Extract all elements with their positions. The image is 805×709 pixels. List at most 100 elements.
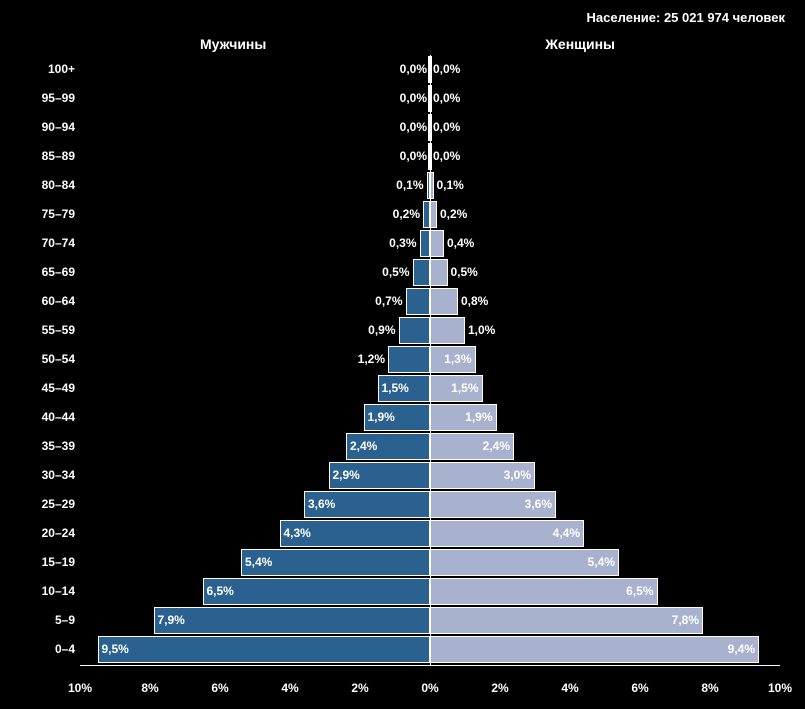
male-value: 2,9% [333, 461, 360, 490]
age-label: 95–99 [20, 84, 75, 113]
age-label: 80–84 [20, 171, 75, 200]
female-value: 7,8% [672, 606, 699, 635]
female-value: 0,0% [433, 142, 460, 171]
male-value: 3,6% [308, 490, 335, 519]
female-value: 0,8% [461, 287, 488, 316]
female-bar [430, 56, 432, 83]
female-value: 6,5% [626, 577, 653, 606]
age-label: 55–59 [20, 316, 75, 345]
x-tick: 8% [701, 681, 718, 695]
pyramid-row: 70–740,3%0,4% [80, 229, 780, 258]
female-value: 1,9% [465, 403, 492, 432]
x-tick: 2% [491, 681, 508, 695]
male-value: 0,0% [400, 84, 427, 113]
female-value: 0,4% [447, 229, 474, 258]
female-value: 0,5% [451, 258, 478, 287]
female-bar [430, 317, 465, 344]
female-bar [430, 85, 432, 112]
male-value: 1,2% [358, 345, 385, 374]
male-bar [154, 607, 431, 634]
male-heading: Мужчины [200, 36, 266, 52]
male-value: 1,9% [368, 403, 395, 432]
female-bar [430, 578, 658, 605]
x-tick: 4% [561, 681, 578, 695]
pyramid-row: 65–690,5%0,5% [80, 258, 780, 287]
pyramid-row: 75–790,2%0,2% [80, 200, 780, 229]
male-bar [388, 346, 430, 373]
age-label: 0–4 [20, 635, 75, 664]
age-label: 10–14 [20, 577, 75, 606]
pyramid-row: 40–441,9%1,9% [80, 403, 780, 432]
male-value: 9,5% [102, 635, 129, 664]
age-label: 20–24 [20, 519, 75, 548]
x-tick: 4% [281, 681, 298, 695]
pyramid-row: 30–342,9%3,0% [80, 461, 780, 490]
female-bar [430, 143, 432, 170]
female-bar [430, 636, 759, 663]
female-bar [430, 259, 448, 286]
male-value: 0,2% [393, 200, 420, 229]
x-tick: 6% [631, 681, 648, 695]
female-value: 2,4% [483, 432, 510, 461]
age-label: 65–69 [20, 258, 75, 287]
x-tick: 0% [421, 681, 438, 695]
pyramid-row: 15–195,4%5,4% [80, 548, 780, 577]
female-bar [430, 230, 444, 257]
male-value: 7,9% [158, 606, 185, 635]
age-label: 30–34 [20, 461, 75, 490]
female-heading: Женщины [545, 36, 615, 52]
female-value: 0,0% [433, 55, 460, 84]
age-label: 85–89 [20, 142, 75, 171]
pyramid-row: 0–49,5%9,4% [80, 635, 780, 664]
male-bar [423, 201, 430, 228]
male-value: 2,4% [350, 432, 377, 461]
male-value: 0,7% [375, 287, 402, 316]
female-value: 0,1% [437, 171, 464, 200]
population-title: Население: 25 021 974 человек [587, 10, 785, 25]
age-label: 15–19 [20, 548, 75, 577]
male-bar [420, 230, 431, 257]
female-value: 3,0% [504, 461, 531, 490]
pyramid-row: 90–940,0%0,0% [80, 113, 780, 142]
age-label: 5–9 [20, 606, 75, 635]
pyramid-row: 5–97,9%7,8% [80, 606, 780, 635]
male-value: 0,0% [400, 142, 427, 171]
pyramid-row: 55–590,9%1,0% [80, 316, 780, 345]
age-label: 40–44 [20, 403, 75, 432]
female-bar [430, 114, 432, 141]
x-axis-line [80, 665, 780, 666]
pyramid-row: 45–491,5%1,5% [80, 374, 780, 403]
x-tick: 6% [211, 681, 228, 695]
age-label: 45–49 [20, 374, 75, 403]
age-label: 70–74 [20, 229, 75, 258]
male-bar [203, 578, 431, 605]
age-label: 100+ [20, 55, 75, 84]
x-tick: 2% [351, 681, 368, 695]
male-value: 6,5% [207, 577, 234, 606]
female-value: 5,4% [588, 548, 615, 577]
female-value: 0,0% [433, 84, 460, 113]
pyramid-row: 85–890,0%0,0% [80, 142, 780, 171]
age-label: 60–64 [20, 287, 75, 316]
male-value: 0,3% [389, 229, 416, 258]
male-bar [406, 288, 431, 315]
male-value: 0,0% [400, 55, 427, 84]
female-bar [430, 172, 434, 199]
pyramid-row: 10–146,5%6,5% [80, 577, 780, 606]
pyramid-row: 60–640,7%0,8% [80, 287, 780, 316]
chart-container: Население: 25 021 974 человек Мужчины Же… [0, 0, 805, 709]
x-axis: 10%8%6%4%2%0%2%4%6%8%10% [80, 681, 780, 701]
pyramid-row: 20–244,3%4,4% [80, 519, 780, 548]
male-value: 0,1% [396, 171, 423, 200]
male-value: 5,4% [245, 548, 272, 577]
pyramid-row: 100+0,0%0,0% [80, 55, 780, 84]
age-label: 50–54 [20, 345, 75, 374]
male-value: 0,9% [368, 316, 395, 345]
female-value: 0,0% [433, 113, 460, 142]
female-value: 1,5% [451, 374, 478, 403]
female-value: 3,6% [525, 490, 552, 519]
age-label: 35–39 [20, 432, 75, 461]
pyramid-row: 80–840,1%0,1% [80, 171, 780, 200]
pyramid-row: 35–392,4%2,4% [80, 432, 780, 461]
x-tick: 10% [768, 681, 792, 695]
